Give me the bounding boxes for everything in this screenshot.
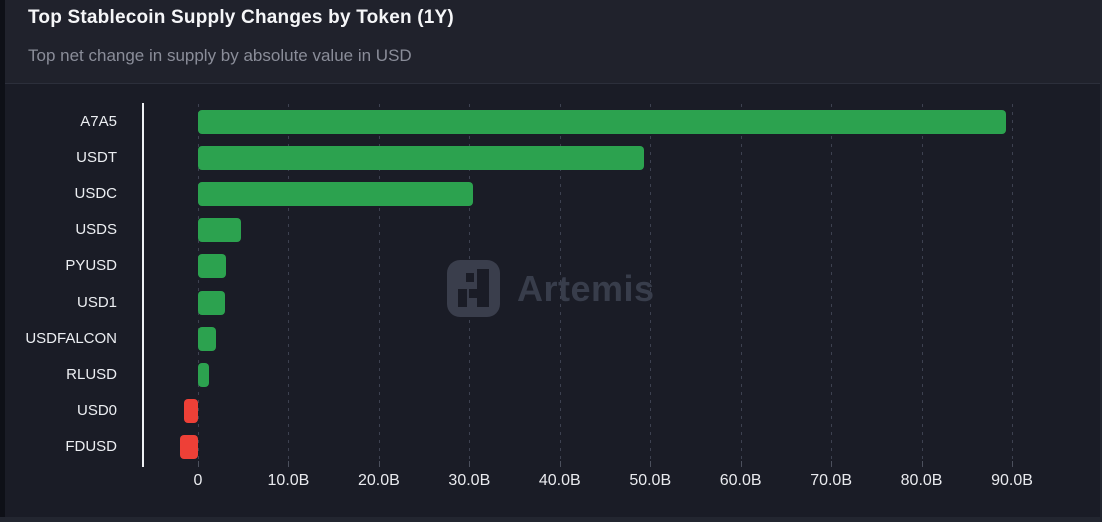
x-axis-tick [921,461,923,467]
header-divider [0,83,1102,84]
x-gridline [831,104,833,467]
bar-usds[interactable] [198,218,241,243]
x-axis-tick-label: 60.0B [719,472,762,489]
x-axis-tick [469,461,471,467]
x-gridline [288,104,290,467]
category-label-usd0: USD0 [76,401,117,419]
x-axis-tick [198,461,199,467]
bar-a7a5[interactable] [198,110,1006,135]
chart-header: Top Stablecoin Supply Changes by Token (… [0,0,1102,84]
bar-usdt[interactable] [198,146,644,171]
x-axis-tick-label: 20.0B [357,472,400,489]
x-axis-tick [650,461,652,467]
page-right-edge [1100,0,1102,522]
x-axis-tick-label: 10.0B [267,472,310,489]
category-label-usdc: USDC [74,185,117,203]
bar-usdfalcon[interactable] [198,326,217,351]
chart-subtitle: Top net change in supply by absolute val… [28,46,412,65]
x-axis-tick-label: 0 [193,472,203,489]
x-gridline [198,104,199,467]
x-axis-tick-label: 40.0B [538,472,581,489]
bar-usdc[interactable] [198,182,473,207]
category-label-usd1: USD1 [76,293,117,311]
x-axis-tick-label: 70.0B [810,472,852,489]
x-axis-tick [831,461,833,467]
x-gridline [740,104,742,467]
x-axis-tick-label: 90.0B [991,472,1033,489]
category-label-usdfalcon: USDFALCON [25,329,117,347]
category-label-a7a5: A7A5 [80,113,117,131]
x-axis-tick [740,461,742,467]
bar-pyusd[interactable] [198,254,227,279]
category-label-rlusd: RLUSD [66,365,117,383]
x-axis-tick [1011,461,1013,467]
x-gridline [559,104,561,467]
x-axis-tick-label: 80.0B [900,472,943,489]
category-label-fdusd: FDUSD [65,437,117,455]
x-gridline [1011,104,1013,467]
y-axis-line [142,103,144,467]
artemis-watermark: Artemis [447,260,655,317]
artemis-watermark-text: Artemis [517,267,655,309]
bar-fdusd[interactable] [179,434,198,459]
category-label-pyusd: PYUSD [65,257,117,275]
chart-title: Top Stablecoin Supply Changes by Token (… [28,7,454,28]
category-label-usds: USDS [75,221,117,239]
page-left-edge [0,0,5,522]
category-label-usdt: USDT [76,149,117,167]
x-gridline [378,104,380,467]
page-bottom-edge [0,517,1102,522]
bar-usd1[interactable] [198,290,226,315]
x-axis-tick [288,461,290,467]
x-axis-tick [559,461,561,467]
x-axis-tick-label: 50.0B [629,472,672,489]
x-gridline [921,104,923,467]
artemis-logo-icon [447,260,500,317]
bar-usd0[interactable] [184,398,198,423]
x-gridline [650,104,652,467]
bar-rlusd[interactable] [198,362,209,387]
x-axis-tick [378,461,380,467]
x-axis-tick-label: 30.0B [448,472,491,489]
